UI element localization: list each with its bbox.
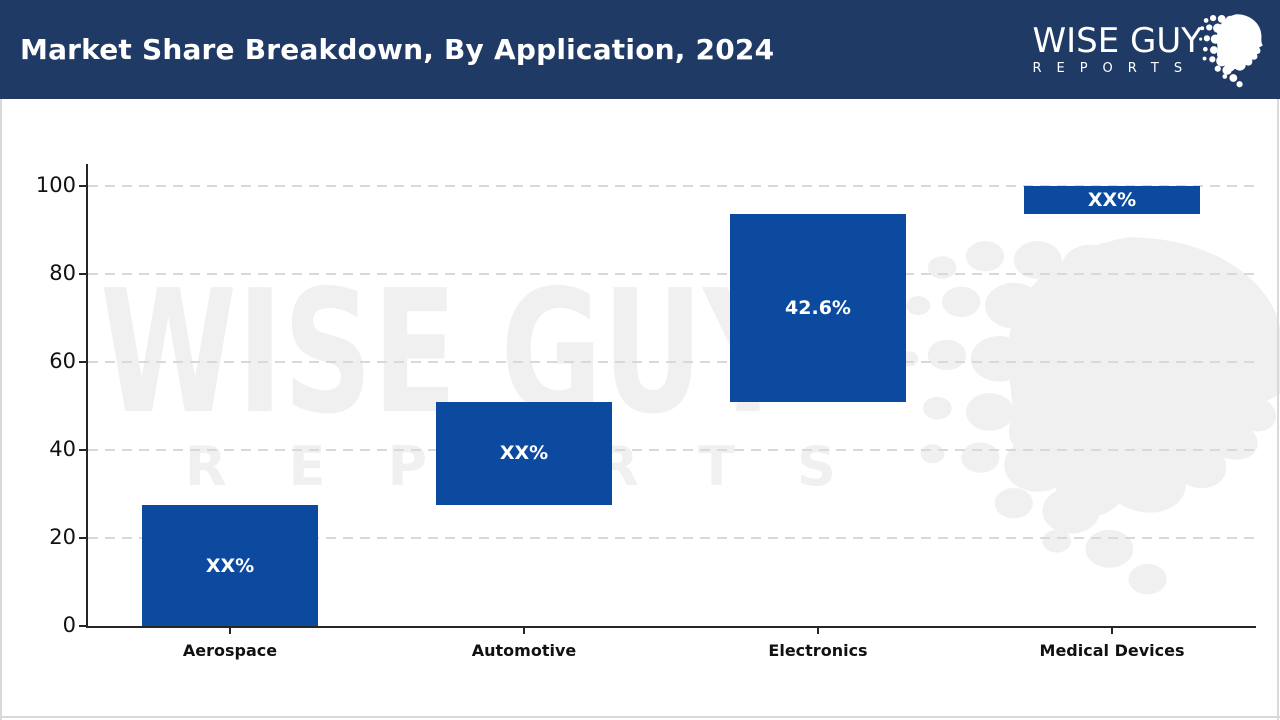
bar-value-label: 42.6% [785, 296, 851, 319]
plot-area: 0 20 40 60 80 100 XX% Aerospace XX% Automotive 42.… [0, 99, 1280, 720]
bar-value-label: XX% [1087, 189, 1137, 212]
gridline-20 [88, 537, 1256, 539]
bar-medical-devices: XX% [1024, 186, 1200, 215]
y-tick-mark [79, 185, 88, 187]
gridline-40 [88, 449, 1256, 451]
y-tick-label: 0 [62, 613, 76, 637]
x-tick-mark [229, 628, 231, 634]
image-border-right [1277, 99, 1279, 720]
bar-automotive: XX% [436, 401, 612, 505]
header-bar: Market Share Breakdown, By Application, … [0, 0, 1280, 99]
x-tick-mark [817, 628, 819, 634]
logo: WISE GUY REPORTS [1032, 11, 1280, 89]
image-border-left [0, 99, 2, 720]
x-category-label: Aerospace [182, 641, 278, 660]
gridline-80 [88, 273, 1256, 275]
y-tick-mark [79, 537, 88, 539]
gridline-60 [88, 361, 1256, 363]
y-tick-label: 40 [49, 437, 76, 461]
x-tick-mark [1111, 628, 1113, 634]
logo-head-icon [1199, 13, 1263, 87]
y-tick-mark [79, 625, 88, 627]
bar-value-label: XX% [205, 554, 255, 577]
y-axis-line [86, 164, 88, 628]
bar-electronics: 42.6% [730, 214, 906, 402]
x-category-label: Medical Devices [1039, 641, 1185, 660]
bar-aerospace: XX% [142, 505, 318, 626]
x-category-label: Electronics [768, 641, 868, 660]
y-tick-mark [79, 361, 88, 363]
y-tick-mark [79, 449, 88, 451]
y-tick-label: 60 [49, 349, 76, 373]
logo-wordmark: WISE GUY [1032, 21, 1202, 61]
y-tick-label: 80 [49, 261, 76, 285]
image-border-bottom [0, 716, 1280, 718]
logo-text: WISE GUY REPORTS [1032, 24, 1202, 75]
y-tick-label: 100 [35, 173, 76, 197]
x-category-label: Automotive [471, 641, 577, 660]
y-tick-label: 20 [49, 525, 76, 549]
logo-reports-label: REPORTS [1032, 61, 1198, 76]
page-title: Market Share Breakdown, By Application, … [20, 33, 775, 66]
x-tick-mark [523, 628, 525, 634]
y-tick-mark [79, 273, 88, 275]
bar-value-label: XX% [499, 442, 549, 465]
gridline-100 [88, 185, 1256, 187]
x-axis-line [86, 626, 1256, 628]
